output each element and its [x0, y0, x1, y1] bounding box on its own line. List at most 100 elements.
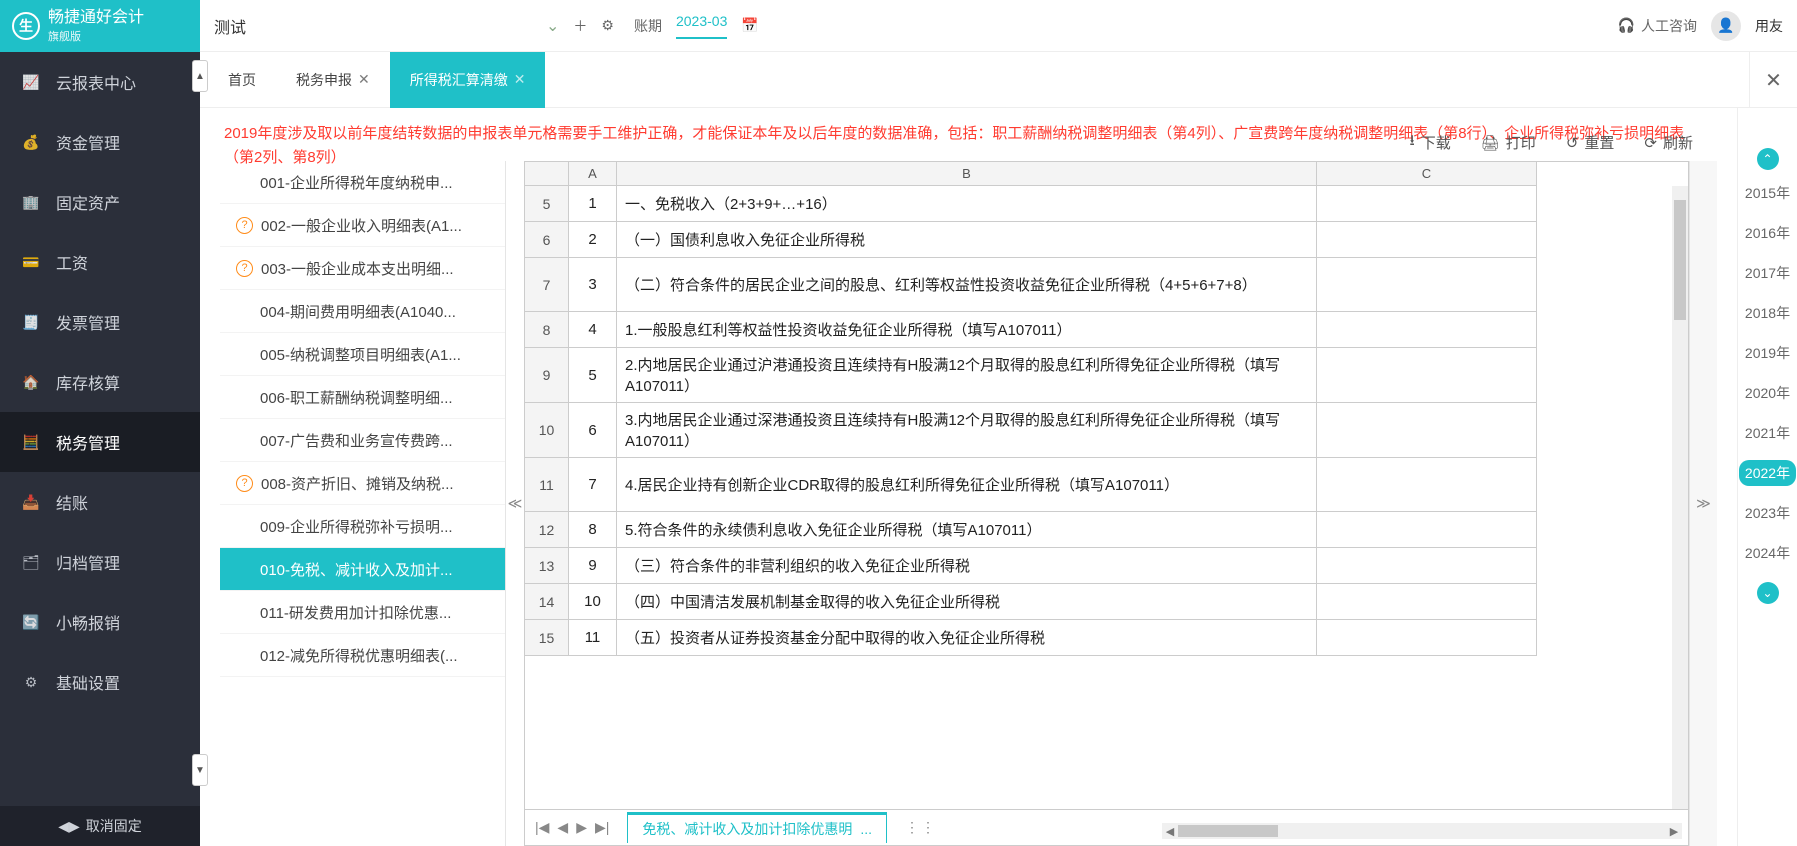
row-number[interactable]: 11: [525, 458, 569, 512]
cell-a[interactable]: 5: [569, 348, 617, 403]
col-header-a[interactable]: A: [569, 162, 617, 186]
cell-a[interactable]: 6: [569, 403, 617, 458]
form-item-5[interactable]: 006-职工薪酬纳税调整明细...: [220, 376, 505, 419]
year-2023年[interactable]: 2023年: [1739, 500, 1796, 526]
cell-a[interactable]: 7: [569, 458, 617, 512]
cell-a[interactable]: 9: [569, 548, 617, 584]
tab-2[interactable]: 所得税汇算清缴✕: [390, 52, 546, 108]
col-header-c[interactable]: C: [1317, 162, 1537, 186]
row-number[interactable]: 15: [525, 620, 569, 656]
year-scroll-down[interactable]: ⌄: [1757, 582, 1779, 604]
cell-a[interactable]: 4: [569, 312, 617, 348]
form-item-0[interactable]: 001-企业所得税年度纳税申...: [220, 161, 505, 204]
cell-a[interactable]: 2: [569, 222, 617, 258]
cell-b[interactable]: 一、免税收入（2+3+9+…+16）: [617, 186, 1317, 222]
sheet-nav-prev[interactable]: ◀: [555, 819, 570, 836]
form-item-10[interactable]: 011-研发费用加计扣除优惠...: [220, 591, 505, 634]
year-2022年[interactable]: 2022年: [1739, 460, 1796, 486]
sidebar-item-2[interactable]: 🏢固定资产: [0, 172, 200, 232]
cell-b[interactable]: （五）投资者从证券投资基金分配中取得的收入免征企业所得税: [617, 620, 1317, 656]
form-item-9[interactable]: 010-免税、减计收入及加计...: [220, 548, 505, 591]
gear-icon[interactable]: ⚙: [601, 17, 614, 34]
cell-c[interactable]: [1317, 186, 1537, 222]
cell-a[interactable]: 1: [569, 186, 617, 222]
year-2016年[interactable]: 2016年: [1739, 220, 1796, 246]
cell-b[interactable]: 4.居民企业持有创新企业CDR取得的股息红利所得免征企业所得税（填写A10701…: [617, 458, 1317, 512]
row-number[interactable]: 7: [525, 258, 569, 312]
sheet-nav-first[interactable]: |◀: [533, 819, 551, 836]
hscroll-left[interactable]: ◀: [1162, 825, 1178, 838]
calendar-icon[interactable]: 📅: [741, 17, 758, 34]
sidebar-item-0[interactable]: 📈云报表中心: [0, 52, 200, 112]
sidebar-item-7[interactable]: 📥结账: [0, 472, 200, 532]
cell-b[interactable]: （二）符合条件的居民企业之间的股息、红利等权益性投资收益免征企业所得税（4+5+…: [617, 258, 1317, 312]
download-button[interactable]: ⭳下载: [1409, 130, 1450, 155]
cell-c[interactable]: [1317, 458, 1537, 512]
cell-a[interactable]: 10: [569, 584, 617, 620]
form-item-1[interactable]: 002-一般企业收入明细表(A1...: [220, 204, 505, 247]
cell-c[interactable]: [1317, 512, 1537, 548]
cell-a[interactable]: 11: [569, 620, 617, 656]
sheet-tabs-more[interactable]: ⋮⋮: [905, 819, 937, 836]
year-2020年[interactable]: 2020年: [1739, 380, 1796, 406]
row-number[interactable]: 6: [525, 222, 569, 258]
print-button[interactable]: 🖨打印: [1481, 130, 1536, 155]
year-2015年[interactable]: 2015年: [1739, 180, 1796, 206]
cell-c[interactable]: [1317, 222, 1537, 258]
sidebar-item-10[interactable]: ⚙基础设置: [0, 652, 200, 712]
tab-close-icon[interactable]: ✕: [358, 71, 370, 88]
cell-b[interactable]: （一）国债利息收入免征企业所得税: [617, 222, 1317, 258]
cell-b[interactable]: （三）符合条件的非营利组织的收入免征企业所得税: [617, 548, 1317, 584]
cell-b[interactable]: 5.符合条件的永续债利息收入免征企业所得税（填写A107011）: [617, 512, 1317, 548]
horizontal-scrollbar[interactable]: ◀ ▶: [1162, 823, 1682, 839]
sidebar-item-1[interactable]: 💰资金管理: [0, 112, 200, 172]
cell-c[interactable]: [1317, 584, 1537, 620]
cell-a[interactable]: 8: [569, 512, 617, 548]
sheet-nav-last[interactable]: ▶|: [593, 819, 611, 836]
vertical-scrollbar[interactable]: [1672, 186, 1688, 809]
row-number[interactable]: 13: [525, 548, 569, 584]
cell-b[interactable]: 3.内地居民企业通过深港通投资且连续持有H股满12个月取得的股息红利所得免征企业…: [617, 403, 1317, 458]
sheet-expand[interactable]: ≫: [1689, 161, 1717, 846]
sidebar-item-4[interactable]: 🧾发票管理: [0, 292, 200, 352]
sidebar-item-8[interactable]: 🗂归档管理: [0, 532, 200, 592]
cell-c[interactable]: [1317, 620, 1537, 656]
form-item-6[interactable]: 007-广告费和业务宣传费跨...: [220, 419, 505, 462]
form-item-8[interactable]: 009-企业所得税弥补亏损明...: [220, 505, 505, 548]
col-header-b[interactable]: B: [617, 162, 1317, 186]
tab-close-icon[interactable]: ✕: [514, 71, 526, 88]
form-item-2[interactable]: 003-一般企业成本支出明细...: [220, 247, 505, 290]
cell-c[interactable]: [1317, 548, 1537, 584]
row-number[interactable]: 10: [525, 403, 569, 458]
company-chevron-icon[interactable]: ⌄: [546, 16, 559, 36]
tab-1[interactable]: 税务申报✕: [276, 52, 390, 108]
sidebar-collapse[interactable]: ◀▶ 取消固定: [0, 806, 200, 846]
year-2024年[interactable]: 2024年: [1739, 540, 1796, 566]
period-value[interactable]: 2023-03: [676, 13, 727, 39]
sheet-tab-active[interactable]: 免税、减计收入及加计扣除优惠明 ...: [627, 812, 887, 843]
support-link[interactable]: 🎧 人工咨询: [1618, 16, 1697, 36]
sidebar-item-9[interactable]: 🔄小畅报销: [0, 592, 200, 652]
row-number[interactable]: 8: [525, 312, 569, 348]
reset-button[interactable]: ↺重置: [1566, 130, 1615, 155]
user-name[interactable]: 用友: [1755, 16, 1783, 36]
year-scroll-up[interactable]: ⌃: [1757, 148, 1779, 170]
add-icon[interactable]: ＋: [573, 16, 587, 36]
sheet-nav-next[interactable]: ▶: [574, 819, 589, 836]
row-number[interactable]: 12: [525, 512, 569, 548]
avatar[interactable]: 👤: [1711, 11, 1741, 41]
year-2017年[interactable]: 2017年: [1739, 260, 1796, 286]
form-item-11[interactable]: 012-减免所得税优惠明细表(...: [220, 634, 505, 677]
year-2021年[interactable]: 2021年: [1739, 420, 1796, 446]
sidebar-item-5[interactable]: 🏠库存核算: [0, 352, 200, 412]
tabs-close-all[interactable]: ✕: [1749, 52, 1797, 108]
form-item-7[interactable]: 008-资产折旧、摊销及纳税...: [220, 462, 505, 505]
cell-a[interactable]: 3: [569, 258, 617, 312]
refresh-button[interactable]: ⟳刷新: [1644, 130, 1693, 155]
form-item-4[interactable]: 005-纳税调整项目明细表(A1...: [220, 333, 505, 376]
year-2019年[interactable]: 2019年: [1739, 340, 1796, 366]
form-item-3[interactable]: 004-期间费用明细表(A1040...: [220, 290, 505, 333]
cell-c[interactable]: [1317, 348, 1537, 403]
hscroll-right[interactable]: ▶: [1666, 825, 1682, 838]
row-number[interactable]: 14: [525, 584, 569, 620]
